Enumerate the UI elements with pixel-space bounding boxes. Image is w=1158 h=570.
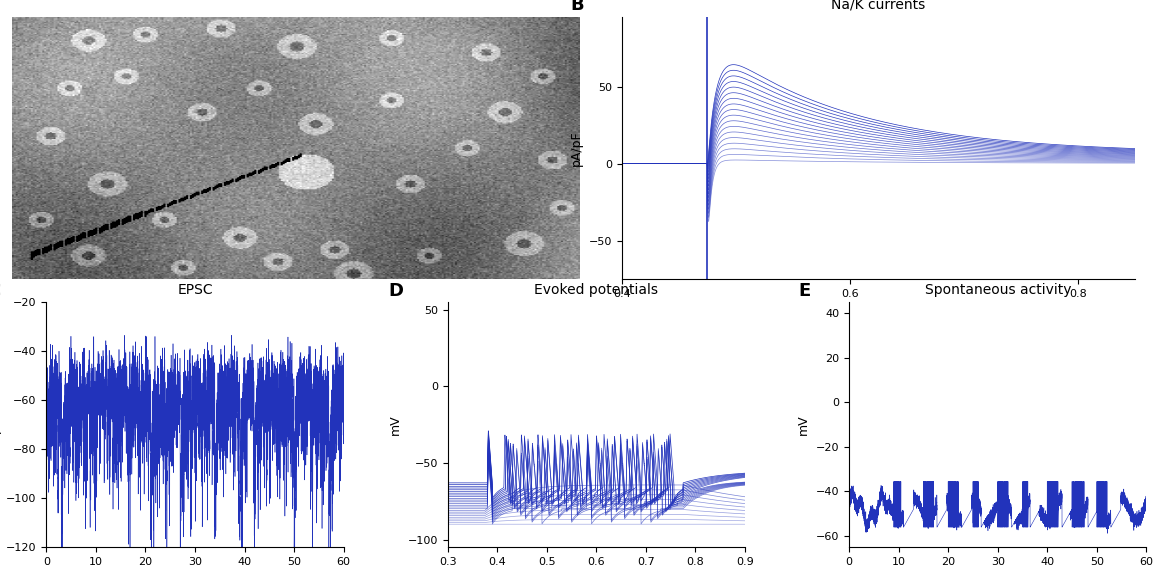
- Y-axis label: mV: mV: [389, 414, 402, 435]
- Text: D: D: [388, 283, 403, 300]
- Title: EPSC: EPSC: [177, 283, 213, 297]
- Text: E: E: [799, 283, 811, 300]
- Title: Evoked potentials: Evoked potentials: [534, 283, 659, 297]
- X-axis label: time(s): time(s): [856, 304, 901, 317]
- Title: Spontaneous activity: Spontaneous activity: [924, 283, 1071, 297]
- Y-axis label: mV: mV: [798, 414, 811, 435]
- Text: B: B: [571, 0, 584, 14]
- Y-axis label: pA/pF: pA/pF: [570, 131, 584, 166]
- Title: Na/K currents: Na/K currents: [831, 0, 925, 12]
